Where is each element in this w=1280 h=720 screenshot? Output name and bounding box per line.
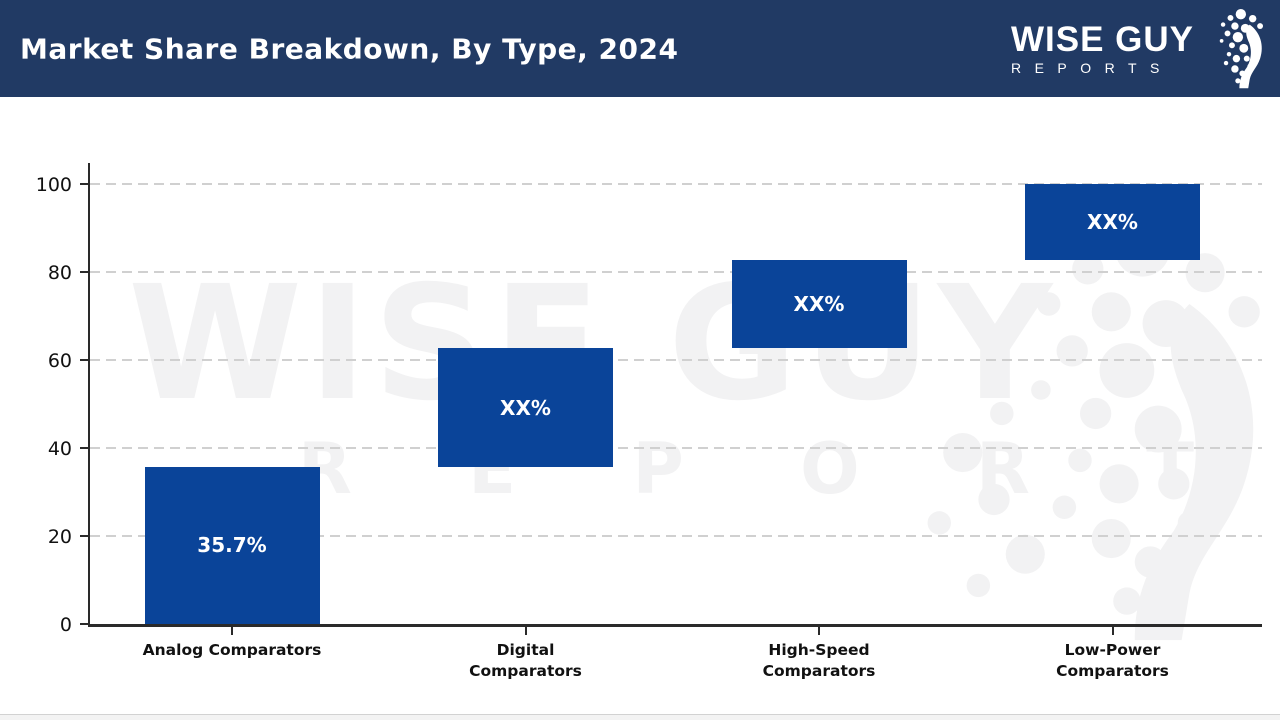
y-tick-mark xyxy=(80,183,88,185)
y-tick-label: 20 xyxy=(47,526,72,548)
x-category-label: Analog Comparators xyxy=(142,641,322,659)
bar-digital-comparators: XX% xyxy=(438,348,613,467)
page-title: Market Share Breakdown, By Type, 2024 xyxy=(20,32,679,65)
x-category-label: Low-Power Comparators xyxy=(1056,641,1169,680)
x-tick-mark xyxy=(1111,627,1114,635)
y-tick-mark xyxy=(80,623,88,625)
logo-text: WISE GUY REPORTS xyxy=(1010,20,1194,77)
logo-wordmark: WISE GUY xyxy=(1010,20,1194,59)
bottom-strip xyxy=(0,715,1280,720)
x-tick-mark xyxy=(524,627,527,635)
y-tick-label: 100 xyxy=(35,174,72,196)
gridline-40 xyxy=(90,447,1262,449)
plot-area: 0 20 40 60 80 100 35.7% XX% XX% XX% Analog Compara… xyxy=(36,163,1262,680)
x-category-label: Digital Comparators xyxy=(469,641,582,680)
bar-value-label: XX% xyxy=(1087,210,1138,235)
bottom-divider xyxy=(0,714,1280,715)
logo-face-icon xyxy=(1219,9,1264,89)
gridline-80 xyxy=(90,271,1262,273)
bar-low-power-comparators: XX% xyxy=(1025,184,1200,261)
logo-subtitle: REPORTS xyxy=(1010,60,1173,76)
bar-value-label: XX% xyxy=(793,292,845,317)
watermark-face-icon xyxy=(927,221,1260,641)
y-tick-label: 80 xyxy=(47,262,72,284)
y-tick-label: 0 xyxy=(59,614,72,636)
gridline-20 xyxy=(90,535,1262,537)
y-tick-label: 60 xyxy=(47,350,72,372)
bar-value-label: 35.7% xyxy=(197,533,267,558)
x-tick-mark xyxy=(231,627,233,635)
header-bar: Market Share Breakdown, By Type, 2024 WI… xyxy=(0,0,1280,97)
bar-high-speed-comparators: XX% xyxy=(731,260,907,349)
y-tick-mark xyxy=(80,359,88,361)
y-tick-mark xyxy=(80,447,88,449)
gridline-60 xyxy=(90,359,1262,361)
bar-analog-comparators: 35.7% xyxy=(144,466,320,624)
gridline-100 xyxy=(90,183,1262,185)
bar-value-label: XX% xyxy=(500,395,551,420)
y-tick-label: 40 xyxy=(47,438,72,460)
x-category-label: High-Speed Comparators xyxy=(762,641,876,680)
y-tick-mark xyxy=(80,535,88,537)
y-tick-mark xyxy=(80,271,88,273)
x-tick-mark xyxy=(818,627,820,635)
wise-guy-reports-logo: WISE GUY REPORTS xyxy=(1011,6,1266,92)
